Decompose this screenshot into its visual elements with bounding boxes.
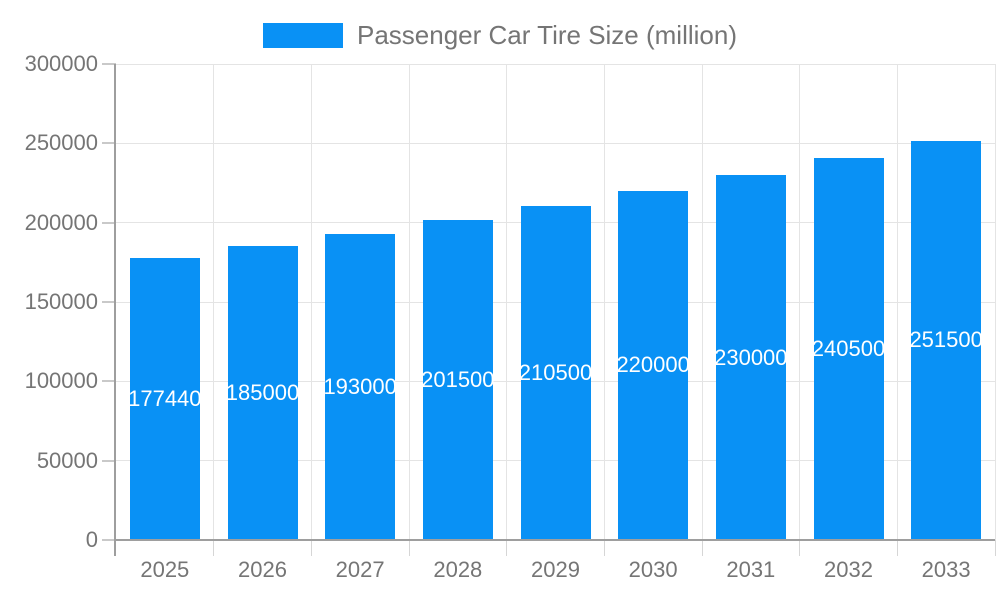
x-axis-tick-label: 2031 xyxy=(726,557,776,582)
x-gridline xyxy=(310,64,312,540)
x-tick xyxy=(310,540,312,556)
y-tick xyxy=(102,459,116,462)
y-axis-tick-label: 300000 xyxy=(24,51,98,76)
y-axis-tick-label: 50000 xyxy=(36,447,98,473)
x-axis-tick-label: 2028 xyxy=(433,557,483,582)
x-tick xyxy=(994,540,996,556)
x-axis-tick-label: 2029 xyxy=(531,557,580,582)
bar-2030[interactable] xyxy=(618,190,689,540)
x-axis-tick-label: 2033 xyxy=(921,557,971,582)
y-axis-tick-label: 100000 xyxy=(24,368,98,394)
y-tick xyxy=(102,301,116,303)
legend-swatch-icon xyxy=(262,23,343,48)
x-tick xyxy=(408,540,410,556)
x-gridline xyxy=(994,64,996,540)
x-gridline xyxy=(603,64,605,540)
bar-2026[interactable] xyxy=(227,246,298,540)
x-axis-line xyxy=(114,539,995,541)
y-tick xyxy=(102,380,116,383)
x-axis-tick-label: 2030 xyxy=(628,557,678,582)
x-axis-tick-label: 2025 xyxy=(140,557,190,582)
x-tick xyxy=(896,540,898,556)
bar-2029[interactable] xyxy=(520,206,591,540)
x-gridline xyxy=(701,64,703,540)
y-axis-tick-label: 0 xyxy=(85,527,98,552)
bar-2027[interactable] xyxy=(325,233,396,540)
x-gridline xyxy=(506,64,508,540)
bar-2033[interactable] xyxy=(911,140,982,540)
legend-label: Passenger Car Tire Size (million) xyxy=(356,20,737,50)
x-tick xyxy=(603,540,605,556)
y-axis-tick-label: 200000 xyxy=(24,209,98,235)
bar-2031[interactable] xyxy=(715,175,786,540)
legend-item[interactable]: Passenger Car Tire Size (million) xyxy=(0,20,1000,51)
y-gridline xyxy=(116,142,995,144)
y-gridline xyxy=(116,63,995,65)
x-gridline xyxy=(896,64,898,540)
y-axis-tick-label: 150000 xyxy=(24,289,98,314)
y-tick xyxy=(102,142,116,145)
y-axis-line xyxy=(114,64,116,556)
x-gridline xyxy=(799,64,801,540)
x-tick xyxy=(799,540,801,556)
x-tick xyxy=(213,540,215,556)
x-axis-tick-label: 2027 xyxy=(335,557,385,582)
y-tick xyxy=(102,63,116,65)
y-tick xyxy=(102,539,116,541)
x-gridline xyxy=(213,64,215,540)
bar-2032[interactable] xyxy=(813,158,884,540)
bar-2025[interactable] xyxy=(129,258,200,540)
x-gridline xyxy=(408,64,410,540)
x-axis-tick-label: 2032 xyxy=(824,557,873,582)
x-axis-tick-label: 2026 xyxy=(238,557,287,582)
y-tick xyxy=(102,221,116,224)
y-axis-tick-label: 250000 xyxy=(24,130,98,156)
bar-2028[interactable] xyxy=(422,220,493,540)
x-tick xyxy=(701,540,703,556)
x-tick xyxy=(506,540,508,556)
